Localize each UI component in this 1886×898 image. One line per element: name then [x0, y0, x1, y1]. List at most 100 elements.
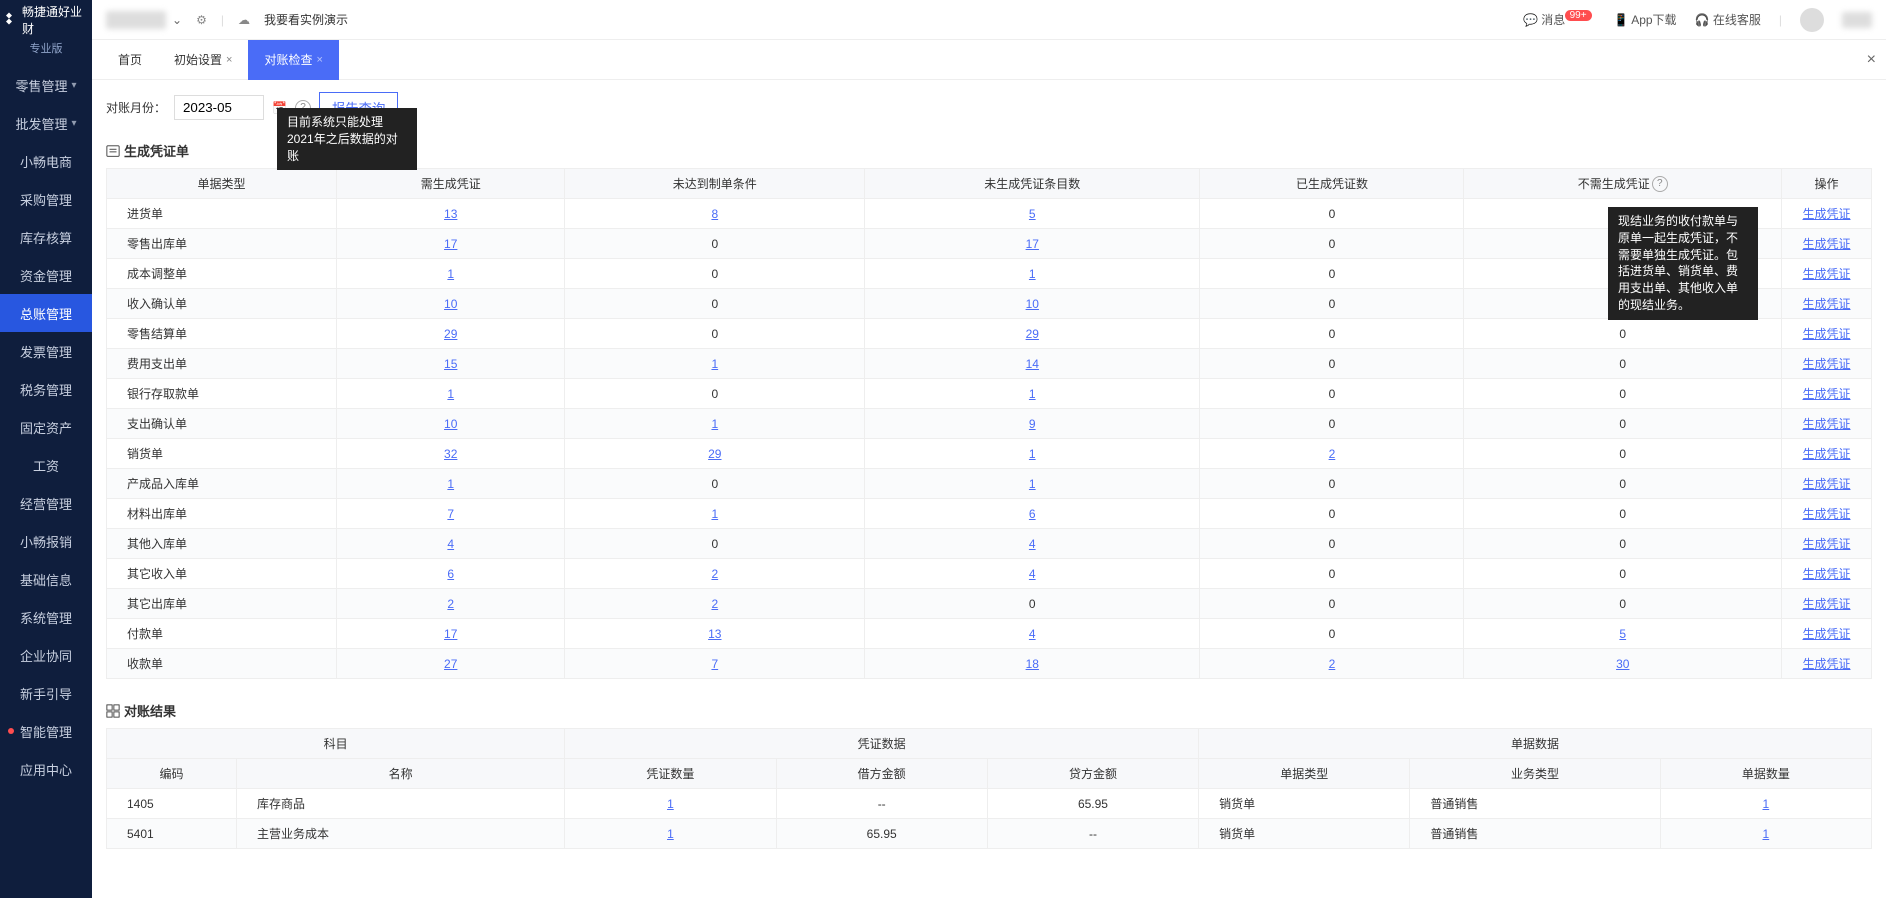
sidebar-item-固定资产[interactable]: 固定资产 — [0, 408, 92, 446]
link-cell[interactable]: 6 — [447, 567, 454, 581]
generate-voucher-link[interactable]: 生成凭证 — [1802, 537, 1850, 551]
link-cell[interactable]: 1 — [711, 357, 718, 371]
generate-voucher-link[interactable]: 生成凭证 — [1802, 417, 1850, 431]
link-cell[interactable]: 17 — [1026, 237, 1039, 251]
generate-voucher-link[interactable]: 生成凭证 — [1802, 267, 1850, 281]
generate-voucher-link[interactable]: 生成凭证 — [1802, 477, 1850, 491]
generate-voucher-link[interactable]: 生成凭证 — [1802, 207, 1850, 221]
content-scroll[interactable]: 现结业务的收付款单与原单一起生成凭证，不需要单独生成凭证。包括进货单、销货单、费… — [92, 131, 1886, 898]
link-cell[interactable]: 5 — [1619, 627, 1626, 641]
sidebar-item-资金管理[interactable]: 资金管理 — [0, 256, 92, 294]
generate-voucher-link[interactable]: 生成凭证 — [1802, 297, 1850, 311]
link-cell[interactable]: 29 — [1026, 327, 1039, 341]
org-selector[interactable]: ⌄ — [106, 11, 182, 29]
link-cell[interactable]: 17 — [444, 627, 457, 641]
sidebar-item-基础信息[interactable]: 基础信息 — [0, 560, 92, 598]
generate-voucher-link[interactable]: 生成凭证 — [1802, 567, 1850, 581]
sidebar-item-采购管理[interactable]: 采购管理 — [0, 180, 92, 218]
link-cell[interactable]: 1 — [667, 827, 674, 841]
link-cell[interactable]: 2 — [1329, 447, 1336, 461]
tab-对账检查[interactable]: 对账检查× — [248, 40, 338, 80]
link-cell[interactable]: 4 — [1029, 537, 1036, 551]
service-link[interactable]: 🎧 在线客服 — [1695, 11, 1761, 28]
sidebar-item-库存核算[interactable]: 库存核算 — [0, 218, 92, 256]
link-cell[interactable]: 7 — [711, 657, 718, 671]
sidebar-item-企业协同[interactable]: 企业协同 — [0, 636, 92, 674]
generate-voucher-link[interactable]: 生成凭证 — [1802, 627, 1850, 641]
sidebar-item-工资[interactable]: 工资 — [0, 446, 92, 484]
link-cell[interactable]: 1 — [447, 267, 454, 281]
link-cell[interactable]: 10 — [444, 417, 457, 431]
link-cell[interactable]: 10 — [1026, 297, 1039, 311]
generate-voucher-link[interactable]: 生成凭证 — [1802, 357, 1850, 371]
link-cell[interactable]: 27 — [444, 657, 457, 671]
close-icon[interactable]: × — [316, 54, 322, 66]
link-cell[interactable]: 8 — [711, 207, 718, 221]
month-input[interactable] — [174, 95, 264, 120]
link-cell[interactable]: 1 — [1762, 797, 1769, 811]
link-cell[interactable]: 2 — [447, 597, 454, 611]
generate-voucher-link[interactable]: 生成凭证 — [1802, 657, 1850, 671]
generate-voucher-link[interactable]: 生成凭证 — [1802, 597, 1850, 611]
link-cell[interactable]: 18 — [1026, 657, 1039, 671]
link-cell[interactable]: 15 — [444, 357, 457, 371]
close-icon[interactable]: × — [226, 54, 232, 66]
generate-voucher-link[interactable]: 生成凭证 — [1802, 327, 1850, 341]
link-cell[interactable]: 14 — [1026, 357, 1039, 371]
link-cell[interactable]: 1 — [1029, 477, 1036, 491]
message-link[interactable]: 💬 消息 99+ — [1523, 11, 1596, 28]
demo-link[interactable]: 我要看实例演示 — [264, 11, 348, 28]
tab-首页[interactable]: 首页 — [102, 40, 158, 80]
link-cell[interactable]: 30 — [1616, 657, 1629, 671]
generate-voucher-link[interactable]: 生成凭证 — [1802, 507, 1850, 521]
generate-voucher-link[interactable]: 生成凭证 — [1802, 237, 1850, 251]
link-cell[interactable]: 2 — [711, 567, 718, 581]
link-cell[interactable]: 1 — [667, 797, 674, 811]
link-cell[interactable]: 2 — [711, 597, 718, 611]
link-cell[interactable]: 1 — [1762, 827, 1769, 841]
link-cell[interactable]: 7 — [447, 507, 454, 521]
tab-bar: 首页初始设置×对账检查×× — [92, 40, 1886, 80]
sidebar-item-小畅电商[interactable]: 小畅电商 — [0, 142, 92, 180]
link-cell[interactable]: 29 — [708, 447, 721, 461]
link-cell[interactable]: 32 — [444, 447, 457, 461]
link-cell[interactable]: 13 — [444, 207, 457, 221]
sidebar-item-发票管理[interactable]: 发票管理 — [0, 332, 92, 370]
sidebar-item-智能管理[interactable]: 智能管理 — [0, 712, 92, 750]
gear-icon[interactable]: ⚙ — [196, 13, 207, 27]
link-cell[interactable]: 4 — [1029, 567, 1036, 581]
link-cell[interactable]: 10 — [444, 297, 457, 311]
sidebar-item-新手引导[interactable]: 新手引导 — [0, 674, 92, 712]
help-icon[interactable]: ? — [1652, 176, 1668, 192]
link-cell[interactable]: 4 — [447, 537, 454, 551]
app-download-link[interactable]: 📱 App下载 — [1614, 11, 1677, 28]
sidebar-item-零售管理[interactable]: 零售管理▾ — [0, 66, 92, 104]
sidebar-item-总账管理[interactable]: 总账管理 — [0, 294, 92, 332]
link-cell[interactable]: 1 — [447, 387, 454, 401]
sidebar-item-小畅报销[interactable]: 小畅报销 — [0, 522, 92, 560]
link-cell[interactable]: 1 — [447, 477, 454, 491]
avatar[interactable] — [1800, 8, 1824, 32]
sidebar-item-经营管理[interactable]: 经营管理 — [0, 484, 92, 522]
link-cell[interactable]: 1 — [1029, 387, 1036, 401]
link-cell[interactable]: 17 — [444, 237, 457, 251]
link-cell[interactable]: 9 — [1029, 417, 1036, 431]
link-cell[interactable]: 4 — [1029, 627, 1036, 641]
sidebar-item-税务管理[interactable]: 税务管理 — [0, 370, 92, 408]
link-cell[interactable]: 1 — [711, 417, 718, 431]
link-cell[interactable]: 6 — [1029, 507, 1036, 521]
link-cell[interactable]: 1 — [711, 507, 718, 521]
link-cell[interactable]: 1 — [1029, 267, 1036, 281]
sidebar-item-系统管理[interactable]: 系统管理 — [0, 598, 92, 636]
link-cell[interactable]: 29 — [444, 327, 457, 341]
link-cell[interactable]: 5 — [1029, 207, 1036, 221]
generate-voucher-link[interactable]: 生成凭证 — [1802, 387, 1850, 401]
close-all-tabs[interactable]: × — [1867, 51, 1876, 69]
link-cell[interactable]: 13 — [708, 627, 721, 641]
link-cell[interactable]: 1 — [1029, 447, 1036, 461]
sidebar-item-批发管理[interactable]: 批发管理▾ — [0, 104, 92, 142]
tab-初始设置[interactable]: 初始设置× — [158, 40, 248, 80]
sidebar-item-应用中心[interactable]: 应用中心 — [0, 750, 92, 788]
link-cell[interactable]: 2 — [1329, 657, 1336, 671]
generate-voucher-link[interactable]: 生成凭证 — [1802, 447, 1850, 461]
